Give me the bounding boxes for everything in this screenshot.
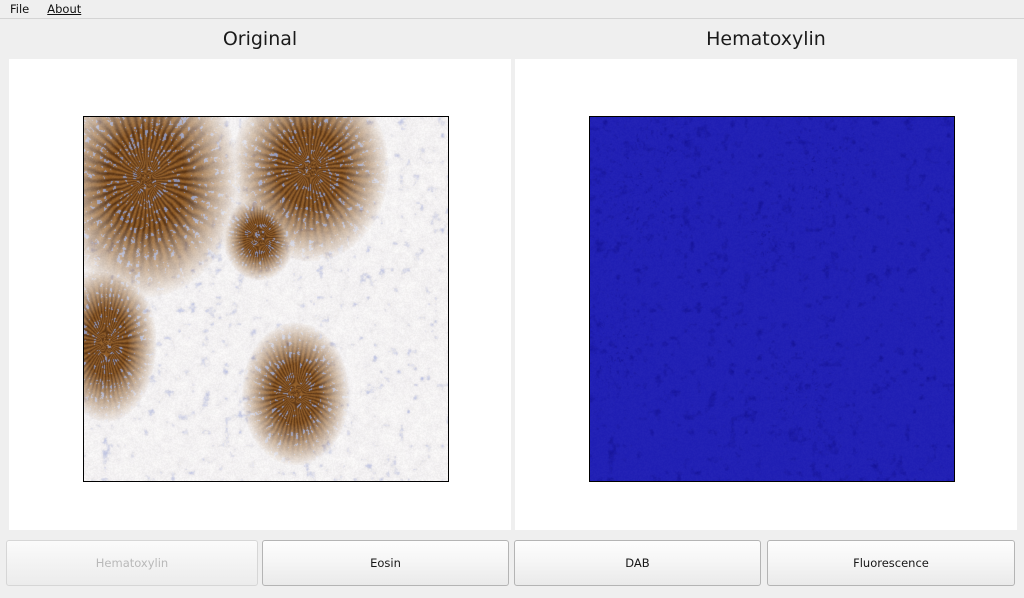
x-tick-mark <box>84 481 85 482</box>
x-tick: 400 <box>861 481 887 482</box>
menu-item-file[interactable]: File <box>10 0 38 19</box>
figure-original: 01002003004005000100200300400500 <box>9 59 511 530</box>
y-tick-mark <box>83 259 84 260</box>
button-eosin-label: Eosin <box>370 556 401 570</box>
y-tick: 100 <box>83 180 84 196</box>
axes-box-original: 01002003004005000100200300400500 <box>83 116 449 482</box>
x-tick: 300 <box>284 481 310 482</box>
button-eosin[interactable]: Eosin <box>262 540 509 586</box>
panel-original: Original 0100200300400500010020030040050… <box>9 20 511 530</box>
x-tick: 100 <box>648 481 674 482</box>
button-hematoxylin-label: Hematoxylin <box>95 556 169 570</box>
y-tick: 500 <box>83 464 84 480</box>
x-tick-mark <box>155 481 156 482</box>
y-tick-mark <box>589 401 590 402</box>
button-dab-label: DAB <box>625 556 650 570</box>
x-tick: 0 <box>589 481 594 482</box>
x-tick-mark <box>661 481 662 482</box>
x-tick: 300 <box>790 481 816 482</box>
y-tick-mark <box>83 188 84 189</box>
stain-button-bar: Hematoxylin Eosin DAB Fluorescence <box>0 532 1024 598</box>
y-tick: 200 <box>83 251 84 267</box>
y-tick-mark <box>589 259 590 260</box>
x-tick: 100 <box>142 481 168 482</box>
y-tick-mark <box>589 472 590 473</box>
menu-item-file-label: File <box>10 1 30 16</box>
panel-original-title: Original <box>9 20 511 59</box>
y-tick: 400 <box>83 393 84 409</box>
x-tick-mark <box>874 481 875 482</box>
x-tick: 500 <box>427 481 449 482</box>
y-tick-mark <box>589 188 590 189</box>
panel-hematoxylin-title: Hematoxylin <box>515 20 1017 59</box>
y-tick-mark <box>83 401 84 402</box>
axes-hematoxylin: 01002003004005000100200300400500 <box>515 59 1017 530</box>
x-tick-mark <box>368 481 369 482</box>
x-tick-mark <box>297 481 298 482</box>
x-tick-mark <box>439 481 440 482</box>
y-tick: 300 <box>589 322 590 338</box>
x-tick: 500 <box>933 481 955 482</box>
x-tick-mark <box>590 481 591 482</box>
y-tick-mark <box>83 117 84 118</box>
menu-item-about-label: About <box>47 1 82 16</box>
y-tick: 400 <box>589 393 590 409</box>
figure-hematoxylin: 01002003004005000100200300400500 <box>515 59 1017 530</box>
button-hematoxylin[interactable]: Hematoxylin <box>6 540 258 586</box>
x-tick-mark <box>732 481 733 482</box>
menu-item-about[interactable]: About <box>47 0 90 19</box>
menu-bar: File About <box>0 0 1024 19</box>
x-tick: 200 <box>719 481 745 482</box>
y-tick: 0 <box>589 116 590 125</box>
y-tick: 100 <box>589 180 590 196</box>
button-fluorescence-label: Fluorescence <box>853 556 929 570</box>
x-tick: 0 <box>83 481 88 482</box>
panels-container: Original 0100200300400500010020030040050… <box>0 20 1024 530</box>
y-tick-mark <box>589 330 590 331</box>
image-hematoxylin <box>590 117 954 481</box>
y-tick-mark <box>83 330 84 331</box>
y-tick: 500 <box>589 464 590 480</box>
axes-box-hematoxylin: 01002003004005000100200300400500 <box>589 116 955 482</box>
x-tick-mark <box>945 481 946 482</box>
y-tick-mark <box>589 117 590 118</box>
y-tick: 200 <box>589 251 590 267</box>
x-tick: 200 <box>213 481 239 482</box>
button-fluorescence[interactable]: Fluorescence <box>767 540 1015 586</box>
axes-original: 01002003004005000100200300400500 <box>9 59 511 530</box>
button-dab[interactable]: DAB <box>514 540 761 586</box>
x-tick: 400 <box>355 481 381 482</box>
panel-hematoxylin: Hematoxylin 0100200300400500010020030040… <box>515 20 1017 530</box>
y-tick-mark <box>83 472 84 473</box>
x-tick-mark <box>803 481 804 482</box>
x-tick-mark <box>226 481 227 482</box>
image-original <box>84 117 448 481</box>
y-tick: 300 <box>83 322 84 338</box>
y-tick: 0 <box>83 116 84 125</box>
